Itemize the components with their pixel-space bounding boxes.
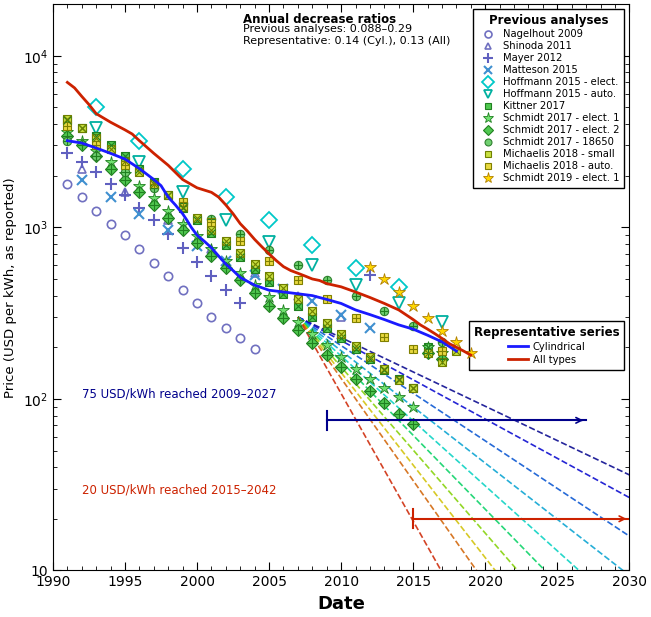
Y-axis label: Price (USD per kWh, as reported): Price (USD per kWh, as reported) xyxy=(4,177,17,397)
X-axis label: Date: Date xyxy=(317,595,365,613)
Text: Previous analyses: 0.088–0.29
Representative: 0.14 (Cyl.), 0.13 (All): Previous analyses: 0.088–0.29 Representa… xyxy=(243,13,450,46)
Legend: Cylindrical, All types: Cylindrical, All types xyxy=(469,321,624,370)
Text: Annual decrease ratios: Annual decrease ratios xyxy=(243,13,396,26)
Text: 75 USD/kWh reached 2009–2027: 75 USD/kWh reached 2009–2027 xyxy=(82,388,276,401)
Text: 20 USD/kWh reached 2015–2042: 20 USD/kWh reached 2015–2042 xyxy=(82,484,276,497)
